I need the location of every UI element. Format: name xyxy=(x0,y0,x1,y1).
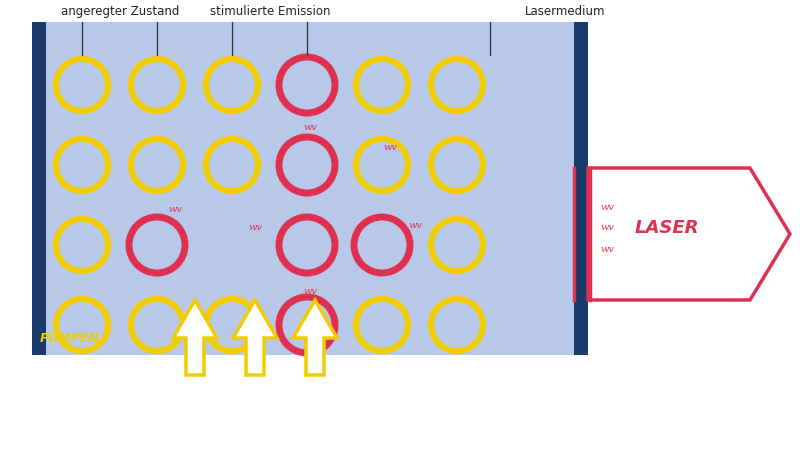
Text: wv: wv xyxy=(248,224,262,232)
Text: wv: wv xyxy=(600,202,614,212)
Bar xyxy=(32,22,46,355)
Text: angeregter Zustand: angeregter Zustand xyxy=(61,5,179,18)
Polygon shape xyxy=(173,300,217,375)
Text: Lasermedium: Lasermedium xyxy=(525,5,606,18)
Polygon shape xyxy=(588,168,790,300)
Text: LASER: LASER xyxy=(635,219,699,237)
Bar xyxy=(32,22,588,355)
Text: wv: wv xyxy=(303,124,317,132)
Polygon shape xyxy=(233,300,277,375)
Text: wv: wv xyxy=(168,206,182,214)
Text: wv: wv xyxy=(383,143,397,153)
Text: wv: wv xyxy=(408,220,422,230)
Text: stimulierte Emission: stimulierte Emission xyxy=(210,5,330,18)
Text: wv: wv xyxy=(303,288,317,296)
Text: PUMPEN: PUMPEN xyxy=(40,331,100,344)
Text: wv: wv xyxy=(600,224,614,232)
Polygon shape xyxy=(293,300,337,375)
Text: wv: wv xyxy=(600,246,614,254)
Bar xyxy=(574,22,588,355)
